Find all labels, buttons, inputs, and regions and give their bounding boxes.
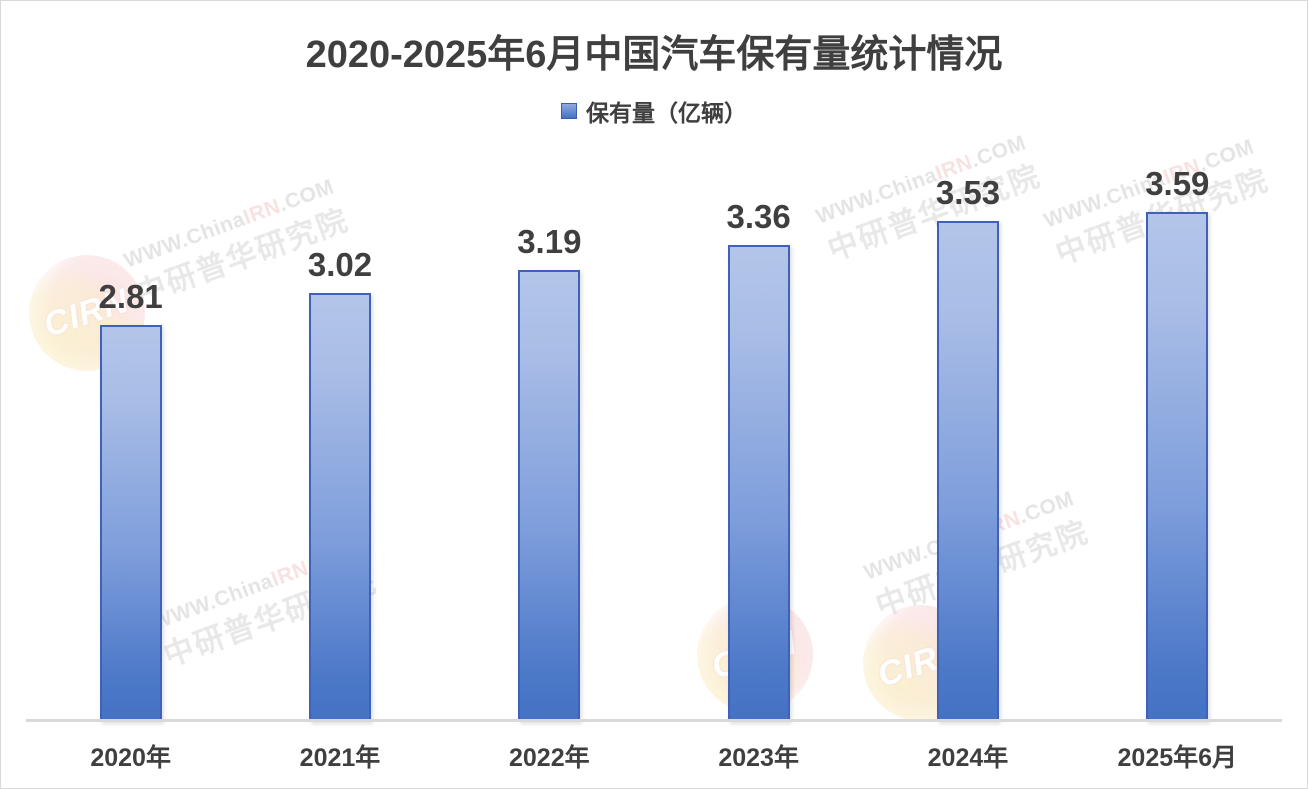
bar-rect[interactable] — [936, 221, 999, 722]
bar-value-label: 3.02 — [307, 246, 373, 283]
bar-rect[interactable] — [1146, 212, 1209, 722]
x-axis-tick-label: 2020年 — [90, 744, 171, 772]
bar-rect[interactable] — [308, 293, 371, 722]
x-axis-tick-label: 2022年 — [509, 744, 590, 772]
bar-slot: 3.59 — [1073, 141, 1282, 722]
bar-value-label: 3.53 — [935, 174, 1001, 211]
x-axis-tick-label: 2021年 — [299, 744, 381, 772]
x-axis-line — [26, 719, 1282, 722]
bar-value-label: 3.36 — [726, 198, 791, 235]
bar-slot: 3.19 — [445, 141, 654, 722]
x-axis-tick-label: 2023年 — [718, 744, 799, 772]
bar-slot: 2.81 — [26, 141, 235, 722]
bar-value-label: 3.59 — [1145, 165, 1210, 202]
bar-group: 2.81 3.02 3.19 3.36 3.53 — [26, 141, 1282, 722]
bar-rect[interactable] — [99, 325, 162, 722]
bar-slot: 3.02 — [235, 141, 444, 722]
bar-slot: 3.36 — [654, 141, 863, 722]
chart-legend: 保有量（亿辆） — [1, 94, 1307, 128]
x-axis-tick-label: 2024年 — [927, 744, 1009, 772]
x-axis-labels: 2020年 2021年 2022年 2023年 2024年 2025年6月 — [26, 738, 1282, 774]
bar-rect[interactable] — [727, 245, 790, 722]
legend-swatch-icon — [561, 103, 577, 119]
bar-rect[interactable] — [518, 270, 581, 722]
bar-value-label: 2.81 — [98, 278, 163, 315]
x-axis-tick-label: 2025年6月 — [1117, 744, 1238, 772]
legend-label: 保有量（亿辆） — [586, 100, 747, 126]
bar-value-label: 3.19 — [517, 223, 582, 260]
plot-area: 2.81 3.02 3.19 3.36 3.53 — [26, 141, 1282, 722]
chart-title: 2020-2025年6月中国汽车保有量统计情况 — [305, 34, 1003, 76]
bar-slot: 3.53 — [863, 141, 1072, 722]
